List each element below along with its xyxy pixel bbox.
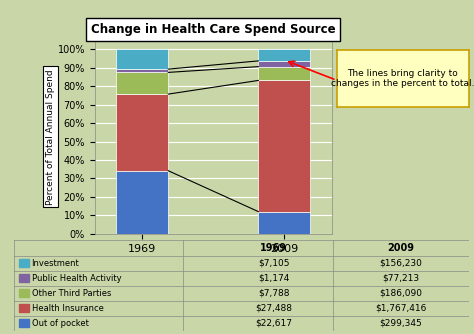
Text: The lines bring clarity to
changes in the percent to total.: The lines bring clarity to changes in th…: [331, 69, 474, 88]
Text: $77,213: $77,213: [383, 274, 419, 283]
Text: Investment: Investment: [31, 259, 79, 268]
Text: $22,617: $22,617: [255, 319, 292, 328]
Bar: [258, 49, 310, 61]
Bar: [258, 66, 310, 80]
Text: Other Third Parties: Other Third Parties: [31, 289, 111, 298]
Bar: [19, 319, 29, 327]
Bar: [116, 49, 168, 69]
Text: $186,090: $186,090: [380, 289, 422, 298]
Y-axis label: Percent of Total Annual Spend: Percent of Total Annual Spend: [46, 69, 55, 205]
Bar: [19, 304, 29, 312]
Bar: [116, 94, 168, 171]
Bar: [258, 61, 310, 66]
Text: 2009: 2009: [388, 243, 414, 253]
Bar: [19, 274, 29, 282]
Text: Out of pocket: Out of pocket: [31, 319, 88, 328]
Bar: [116, 72, 168, 94]
Text: 1969: 1969: [260, 243, 287, 253]
Bar: [116, 69, 168, 72]
Text: $156,230: $156,230: [380, 259, 422, 268]
Bar: [258, 211, 310, 234]
Text: $27,488: $27,488: [255, 304, 292, 313]
Text: $1,767,416: $1,767,416: [375, 304, 427, 313]
Bar: [19, 259, 29, 267]
Text: $7,105: $7,105: [258, 259, 289, 268]
Text: $299,345: $299,345: [380, 319, 422, 328]
Text: $1,174: $1,174: [258, 274, 289, 283]
Bar: [19, 289, 29, 297]
Text: $7,788: $7,788: [258, 289, 289, 298]
Bar: [258, 80, 310, 211]
Text: Health Insurance: Health Insurance: [31, 304, 103, 313]
Bar: [116, 171, 168, 234]
Title: Change in Health Care Spend Source: Change in Health Care Spend Source: [91, 23, 336, 36]
Text: Public Health Activity: Public Health Activity: [31, 274, 121, 283]
